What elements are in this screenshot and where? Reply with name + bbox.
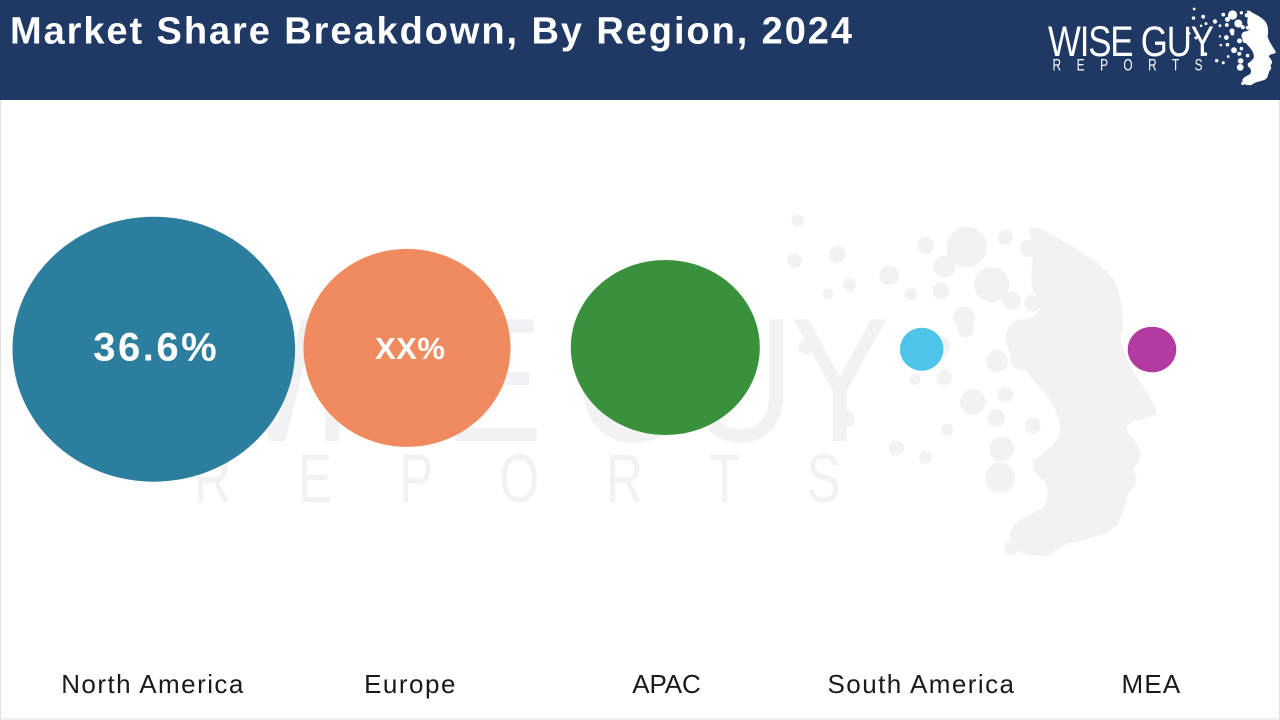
svg-text:Europe: Europe <box>364 669 457 699</box>
svg-text:36.6%: 36.6% <box>93 326 219 370</box>
svg-text:Market Share Breakdown, By Reg: Market Share Breakdown, By Region, 2024 <box>10 11 852 53</box>
svg-text:South America: South America <box>828 669 1016 699</box>
svg-text:XX%: XX% <box>375 331 445 366</box>
svg-text:APAC: APAC <box>632 669 700 699</box>
svg-text:North America: North America <box>61 669 245 699</box>
svg-text:MEA: MEA <box>1122 669 1182 699</box>
